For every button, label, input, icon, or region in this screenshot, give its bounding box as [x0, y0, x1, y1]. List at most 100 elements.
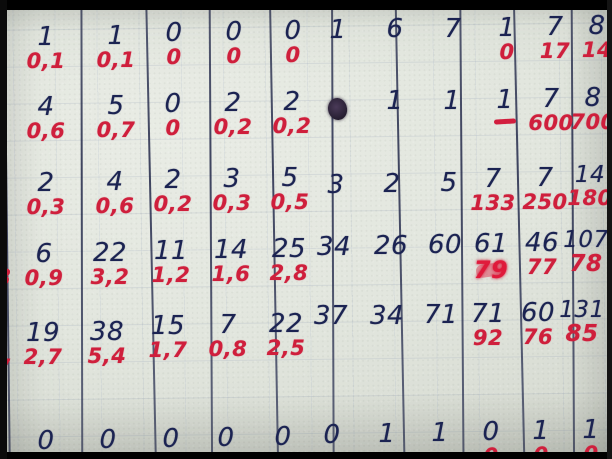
cell-secondary-value: 0: [499, 40, 515, 64]
table-cell: 107 78: [556, 229, 612, 276]
cell-secondary-value: 0,2: [153, 192, 193, 216]
table-cell-scribbled: [310, 92, 366, 132]
cell-primary-value: 2: [164, 165, 182, 195]
table-cell: 8 14: [574, 13, 612, 61]
cell-primary-value: 7: [536, 163, 554, 193]
cell-primary-value: 1: [498, 13, 516, 43]
table-cell: 25 2,8: [254, 236, 324, 284]
cell-primary-value: 7: [542, 84, 560, 114]
table-cell: 5 0,5: [258, 165, 322, 213]
table-cell: 34: [356, 303, 418, 329]
cell-secondary-value: 0,2: [213, 115, 253, 139]
table-cell: 15 1,7: [132, 313, 204, 361]
table-cell: 2 0,2: [262, 89, 322, 137]
cell-secondary-value: 0,1: [96, 48, 136, 72]
cell-primary-value: 7: [219, 310, 237, 340]
cell-secondary-value: 5,4: [87, 344, 127, 368]
cell-primary-value: 46: [524, 228, 560, 258]
cell-secondary-value: 700: [570, 110, 612, 134]
column-divider: [268, 0, 280, 459]
table-cell: 19 2,7: [6, 320, 80, 368]
table-cell: 6: [367, 16, 423, 42]
cell-secondary-value: 0: [166, 45, 182, 69]
cell-primary-value: 7: [546, 12, 564, 42]
table-cell: 1: [424, 88, 480, 114]
table-cell: 0: [18, 428, 74, 454]
table-cell: 60 76: [507, 300, 569, 348]
cell-secondary-value: 0,8: [208, 337, 248, 361]
table-cell: 5 0,7: [80, 93, 152, 141]
cell-secondary-value: 1,2: [151, 263, 191, 287]
table-cell: 7 0,8: [193, 312, 263, 360]
table-cell: 0 0: [145, 91, 201, 139]
cell-secondary-value: 180: [567, 186, 612, 210]
table-cell: 46 77: [511, 230, 573, 278]
cell-primary-value: 71: [423, 300, 459, 330]
cell-primary-value: 1: [107, 21, 125, 51]
table-cell: 7: [425, 16, 481, 42]
cell-secondary-value: 0: [226, 44, 242, 68]
cell-primary-value: 6: [386, 14, 404, 44]
cell-primary-value: 2: [224, 88, 242, 118]
table-cell: 1 0,1: [80, 23, 152, 71]
cell-primary-value: 34: [316, 232, 352, 262]
cell-secondary-value: 14: [581, 38, 612, 62]
table-cell: 37: [300, 303, 362, 329]
table-cell: 7 250: [514, 165, 576, 213]
cell-primary-value: 1: [386, 86, 404, 116]
cell-secondary-value: 0,2: [272, 114, 312, 138]
cell-primary-value: 0: [284, 16, 302, 46]
cell-primary-value: 1: [582, 415, 600, 445]
table-cell: 60: [414, 232, 476, 258]
table-cell: 3: [308, 172, 364, 198]
cell-primary-value: 4: [37, 92, 55, 122]
cell-primary-value: 60: [427, 230, 463, 260]
table-cell: 71: [410, 302, 472, 328]
cell-secondary-value: 1,6: [211, 262, 251, 286]
table-cell: 2 0,3: [10, 170, 82, 218]
cell-primary-value: 0: [164, 89, 182, 119]
cell-secondary-value: 2,8: [269, 261, 309, 285]
photo-edge-top: [0, 0, 612, 10]
table-cell: 22 2,5: [251, 311, 321, 359]
cell-primary-value: 26: [373, 231, 409, 261]
table-cell: 0: [304, 422, 360, 448]
table-cell: 1: [359, 421, 415, 447]
table-cell: 5: [421, 170, 477, 196]
cell-primary-value: 107: [563, 227, 609, 253]
cell-primary-value: 1: [378, 419, 396, 449]
cell-secondary-value: 77: [526, 255, 558, 279]
cell-secondary-value: 2,7: [23, 345, 63, 369]
cell-primary-value: 4: [106, 167, 124, 197]
cell-primary-value: 2: [37, 168, 55, 198]
photo-edge-bottom: [0, 452, 612, 459]
cell-primary-value: 3: [223, 164, 241, 194]
table-cell: 1 0,1: [10, 24, 82, 72]
cell-primary-value: 5: [440, 168, 458, 198]
cell-primary-value: 0: [99, 425, 117, 455]
table-cell: 0 0: [146, 20, 202, 68]
table-cell: 61 79: [460, 231, 522, 282]
table-cell: 0 0: [265, 18, 321, 66]
column-divider: [208, 0, 214, 459]
table-cell: 6 0,9: [8, 241, 80, 289]
cell-primary-value: 25: [271, 234, 307, 264]
cell-primary-value: 6: [35, 239, 53, 269]
column-divider: [330, 0, 335, 459]
cell-primary-value: 15: [150, 311, 186, 341]
cell-primary-value: 34: [369, 301, 405, 331]
cell-secondary-value: 17: [539, 39, 571, 63]
cell-secondary-value-overwritten: 79: [460, 258, 522, 282]
cell-primary-value: 5: [107, 91, 125, 121]
cell-secondary-value: 2,5: [266, 336, 306, 360]
cell-primary-value: 0: [482, 417, 500, 447]
cell-primary-value: 3: [327, 170, 345, 200]
table-cell: 22 3,2: [73, 240, 147, 288]
cell-secondary-value: 0,6: [26, 119, 66, 143]
cell-primary-value: 22: [268, 309, 304, 339]
table-cell: 7 17: [527, 14, 583, 62]
table-cell: 2 0,2: [203, 90, 263, 138]
cell-secondary-value: 1,7: [148, 338, 188, 362]
table-cell: 0: [80, 427, 136, 453]
cell-primary-value: 38: [89, 317, 125, 347]
